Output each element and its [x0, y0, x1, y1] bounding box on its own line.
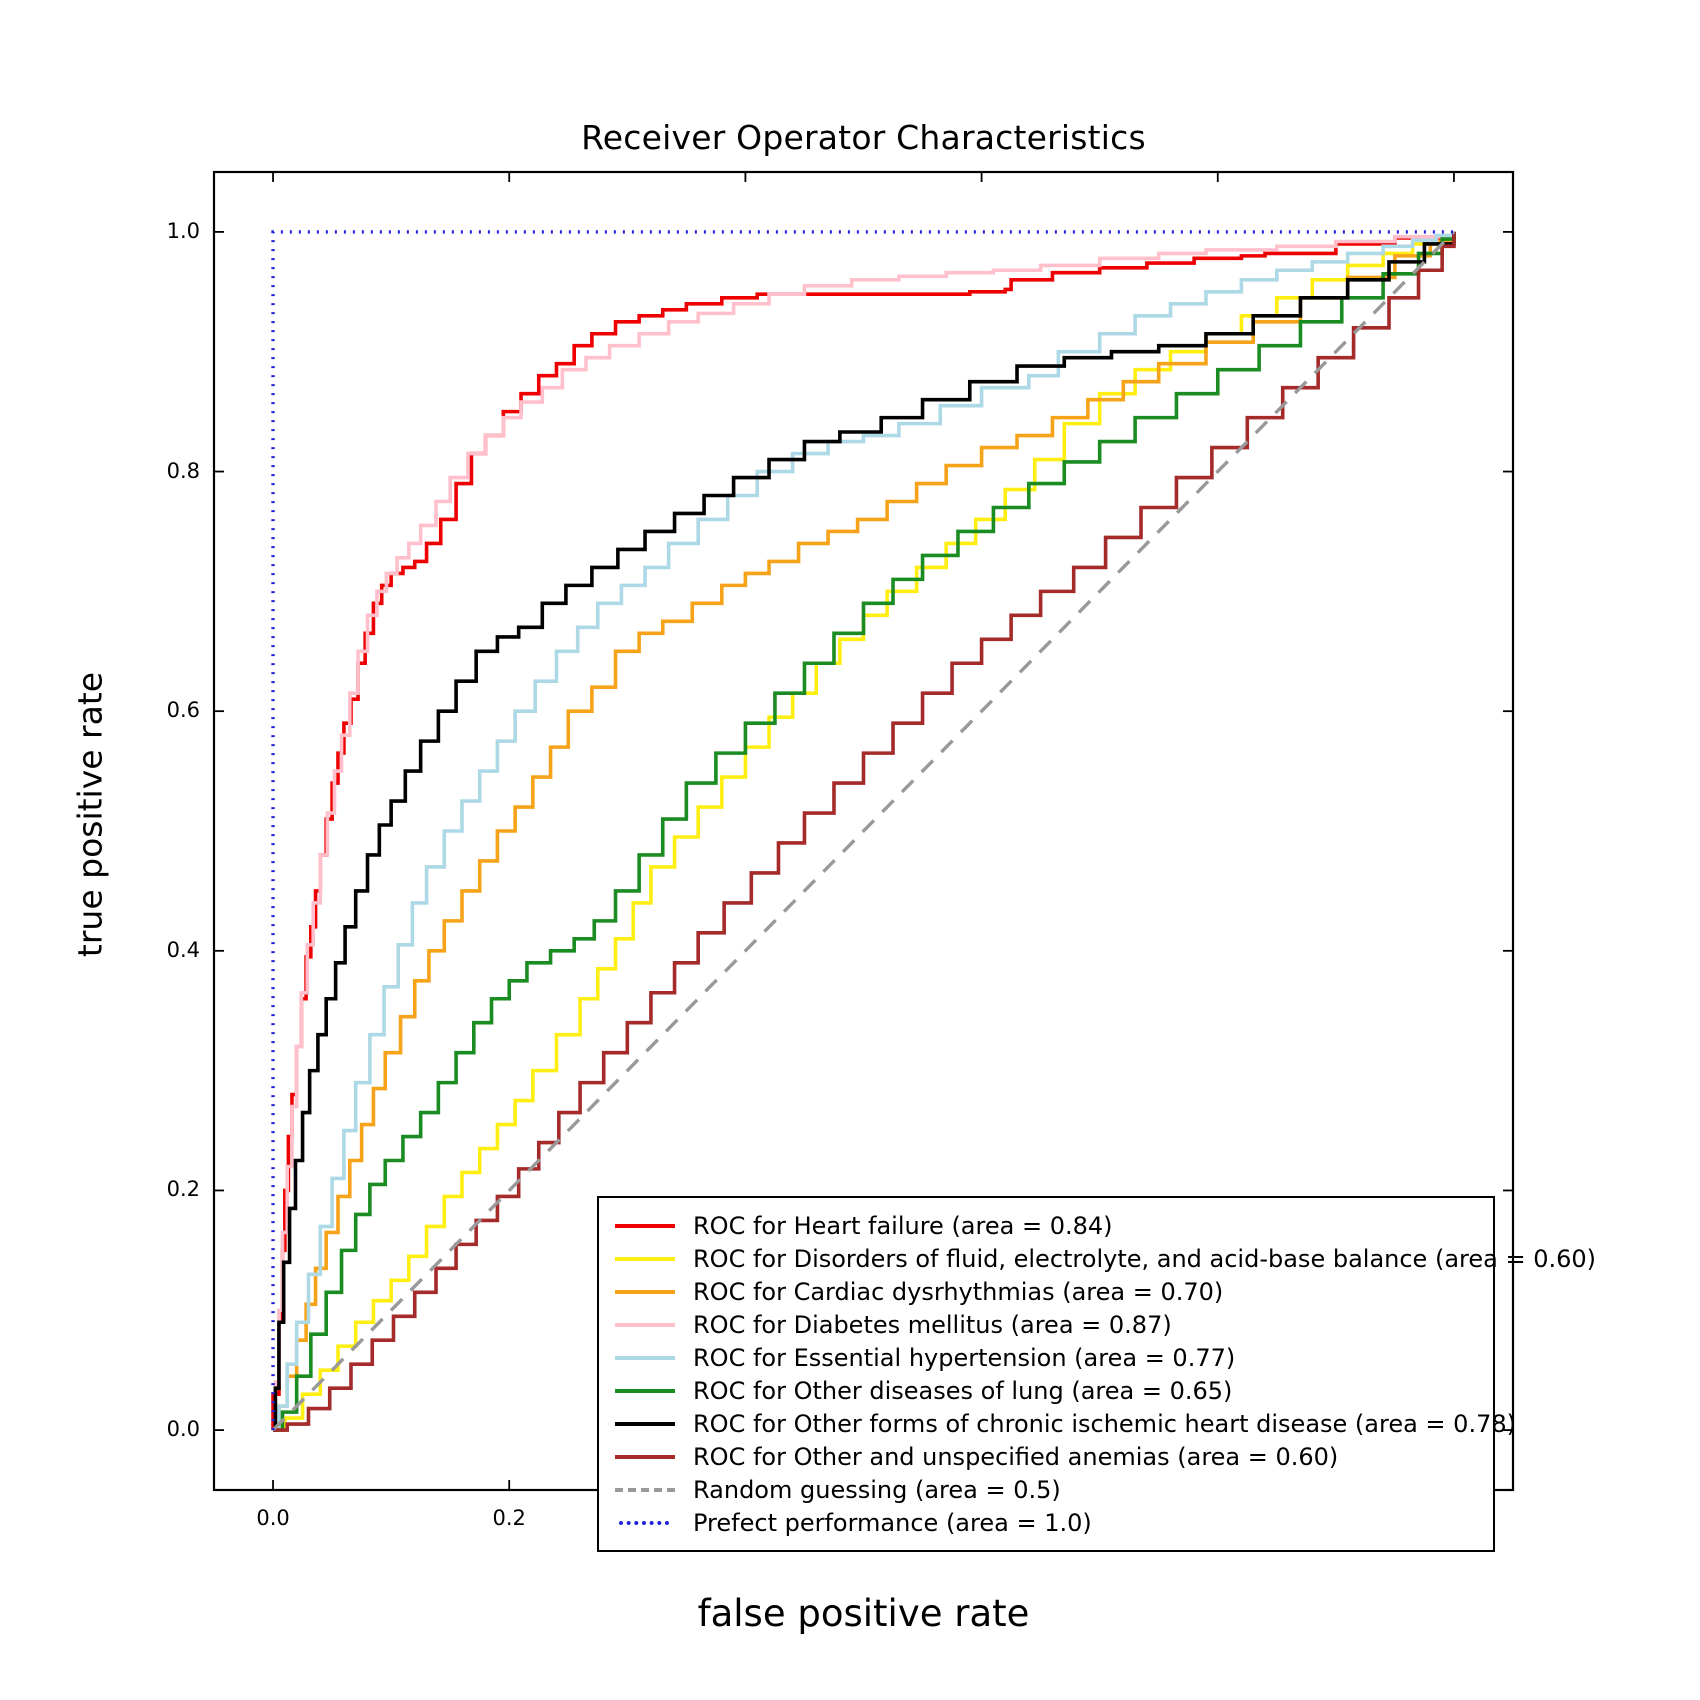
legend-item-label: ROC for Essential hypertension (area = 0… [693, 1343, 1236, 1372]
legend-color-swatch [611, 1380, 679, 1402]
legend-item[interactable]: ROC for Diabetes mellitus (area = 0.87) [611, 1308, 1479, 1341]
roc-curve [273, 231, 1456, 1432]
legend-color-swatch [611, 1347, 679, 1369]
legend-color-swatch [611, 1215, 679, 1237]
y-tick-label: 0.6 [166, 698, 200, 723]
x-axis-label: false positive rate [697, 1592, 1030, 1635]
legend-item[interactable]: ROC for Cardiac dysrhythmias (area = 0.7… [611, 1275, 1479, 1308]
legend-item-label: Random guessing (area = 0.5) [693, 1475, 1061, 1504]
y-tick-label: 0.4 [166, 937, 200, 962]
roc-curve [273, 231, 1456, 1432]
y-tick-label: 0.0 [166, 1417, 200, 1442]
legend-item[interactable]: ROC for Essential hypertension (area = 0… [611, 1341, 1479, 1374]
legend-color-swatch [611, 1479, 679, 1501]
legend-item-label: ROC for Heart failure (area = 0.84) [693, 1211, 1113, 1240]
x-tick-label: 0.0 [256, 1506, 290, 1530]
legend-item[interactable]: ROC for Other forms of chronic ischemic … [611, 1407, 1516, 1440]
legend-item-label: Prefect performance (area = 1.0) [693, 1508, 1092, 1537]
legend-item[interactable]: ROC for Other and unspecified anemias (a… [611, 1440, 1479, 1473]
legend-color-swatch [611, 1281, 679, 1303]
roc-curve [273, 231, 1456, 1432]
legend-item-label: ROC for Disorders of fluid, electrolyte,… [693, 1244, 1596, 1273]
legend-item[interactable]: ROC for Heart failure (area = 0.84) [611, 1209, 1479, 1242]
roc-curve [273, 231, 1456, 1432]
legend-item[interactable]: ROC for Other diseases of lung (area = 0… [611, 1374, 1479, 1407]
roc-curve [271, 231, 1456, 1431]
legend-item-label: ROC for Other and unspecified anemias (a… [693, 1442, 1339, 1471]
chart-title: Receiver Operator Characteristics [581, 118, 1146, 157]
legend-item[interactable]: Random guessing (area = 0.5) [611, 1473, 1479, 1506]
y-tick-label: 0.2 [166, 1177, 200, 1202]
legend-item-label: ROC for Other forms of chronic ischemic … [693, 1409, 1516, 1438]
legend-color-swatch [611, 1314, 679, 1336]
legend-color-swatch [611, 1413, 679, 1435]
legend-item-label: ROC for Other diseases of lung (area = 0… [693, 1376, 1233, 1405]
legend-item-label: ROC for Cardiac dysrhythmias (area = 0.7… [693, 1277, 1224, 1306]
chart-legend: ROC for Heart failure (area = 0.84) ROC f… [597, 1196, 1596, 1552]
legend-color-swatch [611, 1446, 679, 1468]
roc-curve [271, 230, 1454, 1431]
legend-item[interactable]: ROC for Disorders of fluid, electrolyte,… [611, 1242, 1596, 1275]
legend-item-label: ROC for Diabetes mellitus (area = 0.87) [693, 1310, 1172, 1339]
roc-curve [273, 231, 1456, 1432]
y-axis-label: true positive rate [70, 671, 110, 958]
roc-curve [273, 231, 1456, 1432]
x-tick-label: 0.2 [492, 1506, 526, 1530]
roc-curve [271, 230, 1456, 1432]
y-tick-label: 1.0 [166, 218, 200, 243]
legend-color-swatch [611, 1512, 679, 1534]
legend-color-swatch [611, 1248, 679, 1270]
legend-item[interactable]: Prefect performance (area = 1.0) [611, 1506, 1479, 1539]
y-tick-label: 0.8 [166, 458, 200, 483]
